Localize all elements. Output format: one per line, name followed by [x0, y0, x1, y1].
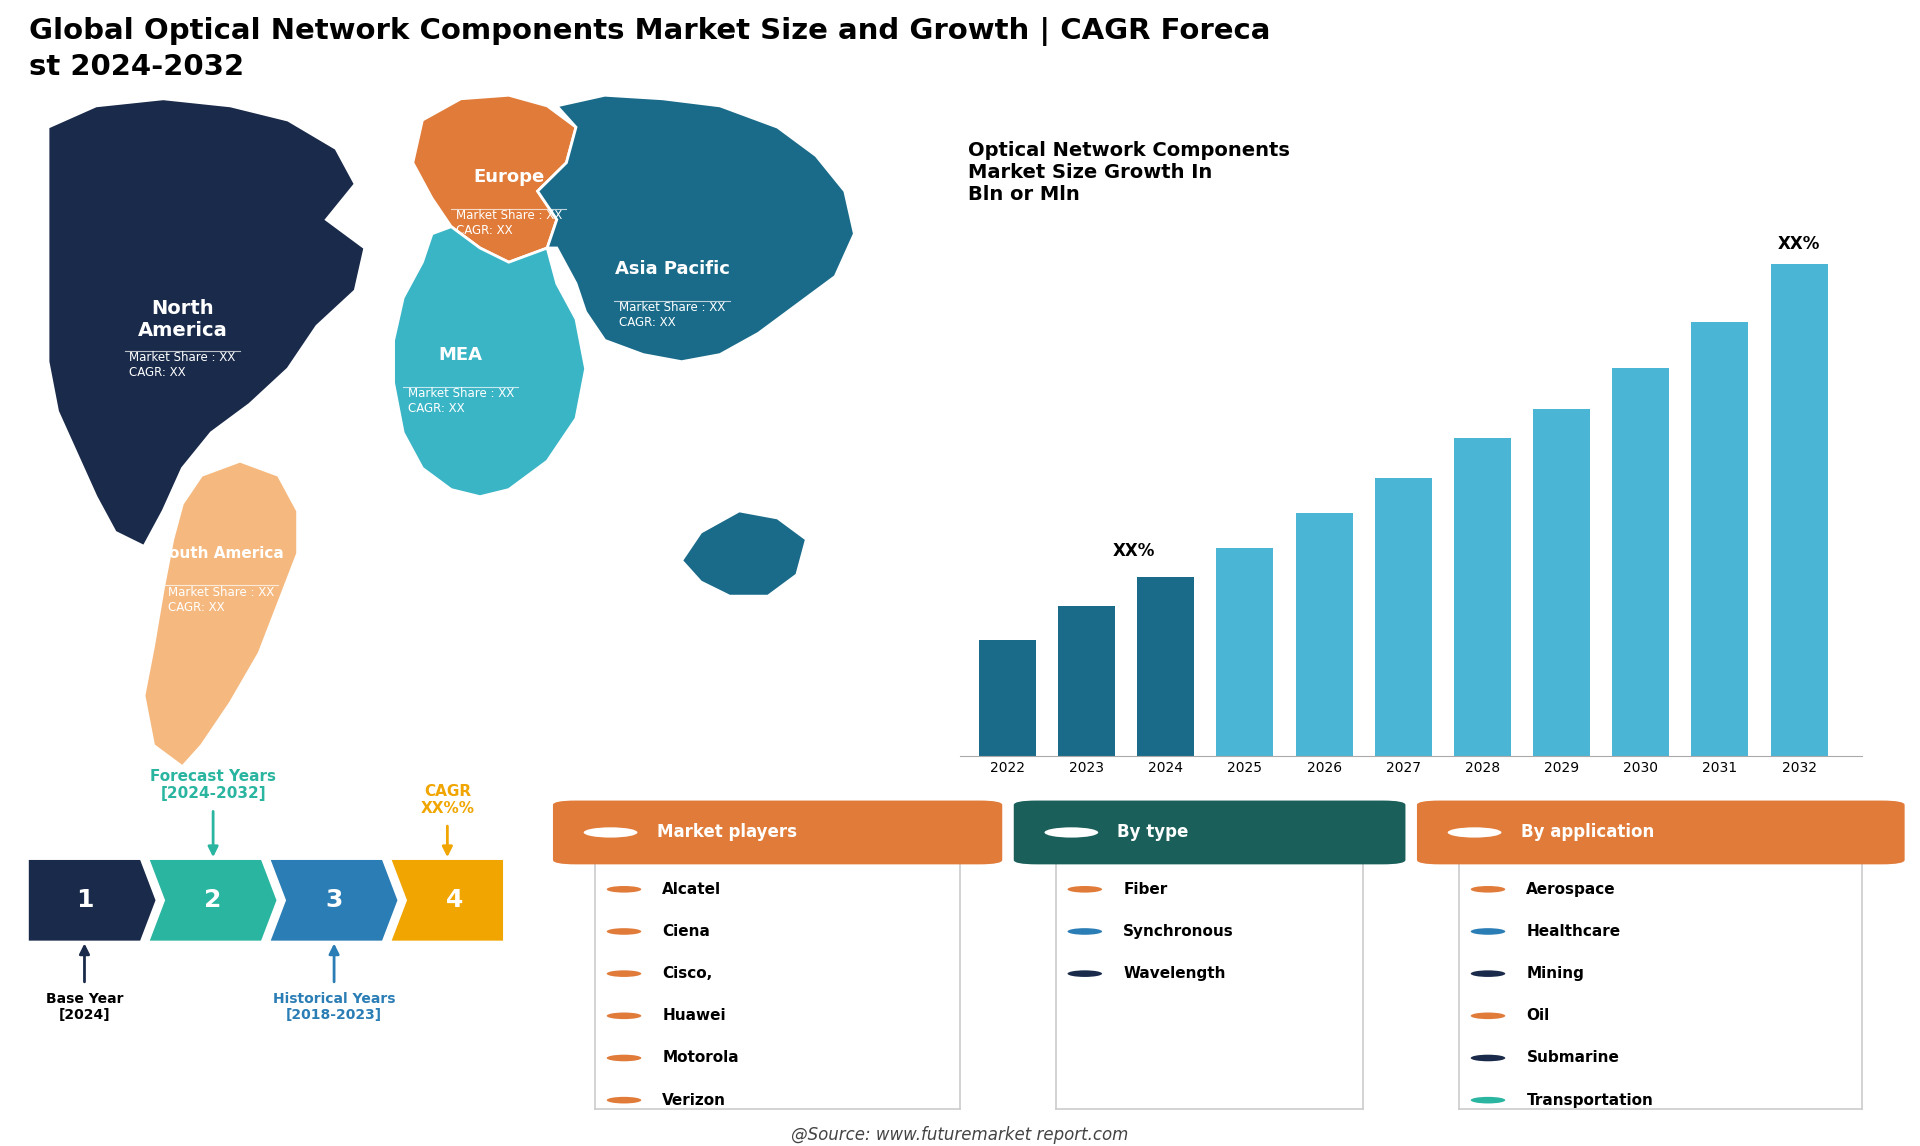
Text: Huawei: Huawei — [662, 1008, 726, 1023]
Circle shape — [1471, 1097, 1505, 1104]
Circle shape — [607, 886, 641, 893]
Circle shape — [607, 1054, 641, 1061]
Bar — [979, 641, 1037, 756]
FancyBboxPatch shape — [1014, 801, 1405, 864]
Text: XX%: XX% — [1778, 235, 1820, 253]
Circle shape — [1471, 971, 1505, 976]
Text: Cisco,: Cisco, — [662, 966, 712, 981]
Text: Healthcare: Healthcare — [1526, 924, 1620, 939]
Text: Historical Years
[2018-2023]: Historical Years [2018-2023] — [273, 992, 396, 1022]
Bar — [1375, 478, 1432, 756]
Circle shape — [1068, 928, 1102, 935]
Circle shape — [1471, 1054, 1505, 1061]
Circle shape — [1471, 928, 1505, 935]
Text: CAGR
XX%%: CAGR XX%% — [420, 784, 474, 816]
Text: Motorola: Motorola — [662, 1051, 739, 1066]
Circle shape — [1068, 971, 1102, 976]
Circle shape — [1448, 827, 1501, 838]
Text: @Source: www.futuremarket report.com: @Source: www.futuremarket report.com — [791, 1127, 1129, 1144]
Text: Europe: Europe — [472, 168, 545, 186]
Bar — [1217, 548, 1273, 756]
Text: Ciena: Ciena — [662, 924, 710, 939]
Text: Forecast Years
[2024-2032]: Forecast Years [2024-2032] — [150, 769, 276, 801]
Bar — [1296, 513, 1352, 756]
Text: Market Share : XX
CAGR: XX: Market Share : XX CAGR: XX — [618, 301, 726, 330]
Text: Market Share : XX
CAGR: XX: Market Share : XX CAGR: XX — [455, 209, 563, 237]
Circle shape — [607, 928, 641, 935]
Text: Wavelength: Wavelength — [1123, 966, 1225, 981]
Text: Optical Network Components
Market Size Growth In
Bln or Mln: Optical Network Components Market Size G… — [968, 141, 1290, 204]
Text: Verizon: Verizon — [662, 1092, 726, 1108]
Text: Synchronous: Synchronous — [1123, 924, 1235, 939]
Text: 4: 4 — [445, 888, 465, 912]
FancyBboxPatch shape — [1417, 801, 1905, 864]
Text: Aerospace: Aerospace — [1526, 881, 1617, 897]
FancyBboxPatch shape — [553, 801, 1002, 864]
Bar — [1058, 606, 1116, 756]
Text: 1: 1 — [75, 888, 94, 912]
Text: MEA: MEA — [440, 346, 482, 363]
Polygon shape — [538, 95, 854, 362]
Polygon shape — [392, 860, 503, 941]
Text: Fiber: Fiber — [1123, 881, 1167, 897]
Circle shape — [607, 1097, 641, 1104]
Polygon shape — [413, 95, 576, 262]
Text: By application: By application — [1521, 824, 1653, 841]
Text: Global Optical Network Components Market Size and Growth | CAGR Foreca
st 2024-2: Global Optical Network Components Market… — [29, 17, 1271, 80]
Polygon shape — [271, 860, 397, 941]
Bar — [1453, 438, 1511, 756]
Text: Mining: Mining — [1526, 966, 1584, 981]
Text: Oil: Oil — [1526, 1008, 1549, 1023]
Polygon shape — [150, 860, 276, 941]
Text: By type: By type — [1117, 824, 1188, 841]
Bar — [1770, 264, 1828, 756]
Circle shape — [607, 971, 641, 976]
Text: 3: 3 — [324, 888, 344, 912]
Polygon shape — [48, 99, 365, 547]
Text: Alcatel: Alcatel — [662, 881, 722, 897]
Bar — [1137, 576, 1194, 756]
Text: Market Share : XX
CAGR: XX: Market Share : XX CAGR: XX — [407, 386, 515, 415]
Text: Submarine: Submarine — [1526, 1051, 1619, 1066]
Text: Market players: Market players — [657, 824, 797, 841]
Polygon shape — [682, 511, 806, 596]
Circle shape — [1068, 886, 1102, 893]
Text: Market Share : XX
CAGR: XX: Market Share : XX CAGR: XX — [129, 351, 236, 379]
Circle shape — [607, 1013, 641, 1019]
Polygon shape — [29, 860, 156, 941]
Text: Transportation: Transportation — [1526, 1092, 1653, 1108]
Circle shape — [584, 827, 637, 838]
Bar — [1613, 368, 1668, 756]
Text: Asia Pacific: Asia Pacific — [614, 260, 730, 278]
Text: North
America: North America — [138, 299, 227, 339]
Text: South America: South America — [157, 545, 284, 562]
Circle shape — [1471, 886, 1505, 893]
Circle shape — [1044, 827, 1098, 838]
Text: Base Year
[2024]: Base Year [2024] — [46, 992, 123, 1022]
Bar — [1532, 409, 1590, 756]
Bar — [1692, 322, 1749, 756]
Circle shape — [1471, 1013, 1505, 1019]
Polygon shape — [394, 227, 586, 496]
Polygon shape — [144, 461, 298, 767]
Text: Market Share : XX
CAGR: XX: Market Share : XX CAGR: XX — [167, 586, 275, 614]
Text: XX%: XX% — [1114, 542, 1156, 560]
Text: 2: 2 — [204, 888, 223, 912]
